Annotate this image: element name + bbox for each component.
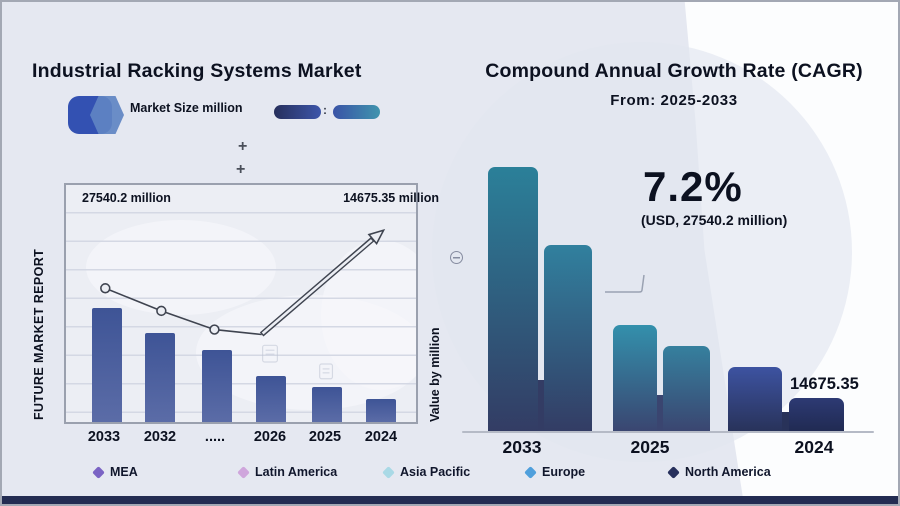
step-bracket-decoration (605, 274, 645, 293)
diamond-swatch (382, 465, 395, 479)
market-size-bar-2025 (312, 387, 342, 422)
legend-item-europe: Europe (524, 465, 586, 479)
cagr-detail: (USD, 27540.2 million) (641, 212, 788, 228)
gradient-pill-teal (333, 105, 380, 119)
diamond-swatch (237, 465, 250, 479)
legend-item-asia-pacific: Asia Pacific (382, 465, 471, 479)
x-tick-2025: 2025 (308, 429, 342, 445)
legend-label: Latin America (255, 465, 338, 479)
plus-mark-icon: + (238, 138, 248, 155)
cagr-bars (452, 167, 882, 432)
cagr-bar-2025-2 (663, 346, 710, 432)
legend-item-north-america: North America (667, 465, 771, 479)
cagr-title: Compound Annual Growth Rate (CAGR) (485, 60, 863, 82)
diamond-swatch (92, 465, 105, 479)
market-size-bar-2026 (256, 376, 286, 422)
trend-line-and-arrow (100, 228, 386, 380)
legend-item-latin-america: Latin America (237, 465, 338, 479)
x-tick-2032: 2032 (143, 429, 177, 445)
future-market-report-watermark: FUTURE MARKET REPORT (32, 248, 46, 420)
diamond-swatch (667, 465, 680, 479)
end-value-label: 14675.35 (790, 375, 859, 393)
cagr-value: 7.2% (643, 163, 743, 210)
market-size-legend-label: Market Size million (130, 101, 243, 115)
cagr-bar-connector-2024 (782, 412, 789, 432)
end-value-annotation: 14675.35 million (343, 191, 439, 205)
x-tick-2025: 2025 (630, 437, 670, 457)
bottom-navy-strip (2, 496, 898, 504)
legend-label: North America (685, 465, 771, 479)
market-size-bar-2024 (366, 399, 396, 422)
x-tick-ellipsis: ..... (204, 429, 226, 445)
start-value-annotation: 27540.2 million (82, 191, 171, 205)
gradient-pill-dark (274, 105, 321, 119)
x-tick-2026: 2026 (253, 429, 287, 445)
pill-separator: : (323, 103, 327, 117)
cagr-bar-2025-1 (613, 325, 657, 432)
legend-label: MEA (110, 465, 138, 479)
circled-minus-icon (450, 251, 463, 264)
legend-label: Asia Pacific (400, 465, 471, 479)
market-size-bars (66, 185, 416, 422)
value-axis-label: Value by million (428, 327, 442, 422)
right-panel-header: Compound Annual Growth Rate (CAGR) From:… (446, 60, 898, 109)
cagr-bar-2024-1 (728, 367, 782, 432)
chart-gridlines (66, 185, 416, 422)
legend-label: Europe (542, 465, 586, 479)
x-axis-line (462, 431, 874, 433)
market-size-bar-..... (202, 350, 232, 422)
market-size-bar-2033 (92, 308, 122, 422)
x-tick-2024: 2024 (364, 429, 398, 445)
x-tick-2033: 2033 (87, 429, 121, 445)
diamond-swatch (524, 465, 537, 479)
cagr-subtitle: From: 2025-2033 (610, 92, 738, 109)
cagr-bar-2033-2 (544, 245, 592, 432)
left-chart-title: Industrial Racking Systems Market (32, 60, 362, 82)
cylinder-3d-icon (68, 96, 124, 134)
cagr-bar-connector-2025 (657, 395, 663, 432)
market-size-bar-2032 (145, 333, 175, 422)
market-size-chart (64, 183, 418, 424)
plus-mark-icon: + (236, 161, 246, 178)
cagr-bar-2033-1 (488, 167, 538, 432)
x-tick-2033: 2033 (502, 437, 542, 457)
cagr-bar-2024-2 (789, 398, 844, 432)
x-tick-2024: 2024 (794, 437, 834, 457)
legend-item-mea: MEA (92, 465, 138, 479)
cagr-bar-connector-2033 (538, 380, 544, 432)
